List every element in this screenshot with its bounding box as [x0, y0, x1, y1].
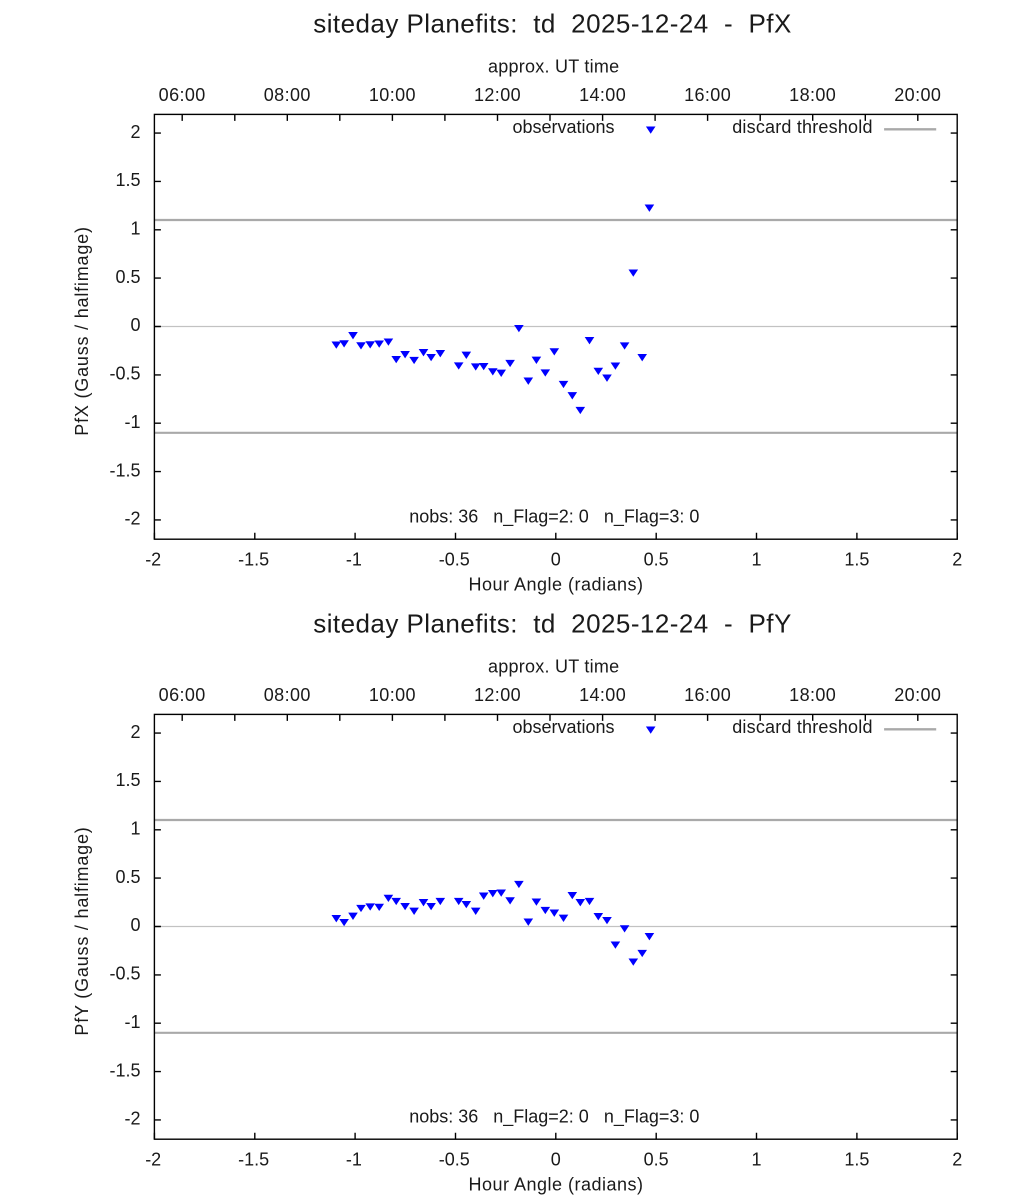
svg-text:1: 1: [130, 819, 140, 839]
svg-text:-1.5: -1.5: [238, 550, 269, 570]
svg-text:0: 0: [130, 915, 140, 935]
svg-text:1.5: 1.5: [844, 1150, 869, 1170]
svg-text:nobs: 36 n_Flag=2: 0 n_Fla: nobs: 36 n_Flag=2: 0 n_Flag=3: 0: [409, 507, 699, 528]
svg-text:0.5: 0.5: [115, 867, 140, 887]
svg-text:18:00: 18:00: [789, 85, 836, 105]
svg-text:nobs: 36 n_Flag=2: 0 n_Fla: nobs: 36 n_Flag=2: 0 n_Flag=3: 0: [409, 1107, 699, 1128]
svg-text:14:00: 14:00: [579, 685, 626, 705]
svg-text:PfY (Gauss / halfimage): PfY (Gauss / halfimage): [72, 826, 92, 1035]
svg-text:12:00: 12:00: [474, 685, 521, 705]
svg-text:discard threshold: discard threshold: [732, 117, 872, 137]
svg-text:-2: -2: [124, 1109, 140, 1129]
svg-text:Hour Angle (radians): Hour Angle (radians): [468, 574, 643, 594]
svg-text:06:00: 06:00: [159, 85, 206, 105]
svg-text:-2: -2: [145, 1150, 161, 1170]
svg-text:08:00: 08:00: [264, 85, 311, 105]
svg-text:siteday Planefits: td 2025-1: siteday Planefits: td 2025-12-24 - PfX: [313, 8, 791, 38]
svg-text:1: 1: [751, 550, 761, 570]
svg-text:-1: -1: [124, 1012, 140, 1032]
svg-text:-1: -1: [346, 1150, 362, 1170]
svg-text:-1.5: -1.5: [109, 460, 140, 480]
svg-text:1.5: 1.5: [115, 770, 140, 790]
svg-text:20:00: 20:00: [894, 685, 941, 705]
svg-text:12:00: 12:00: [474, 85, 521, 105]
svg-text:2: 2: [130, 122, 140, 142]
svg-text:-1.5: -1.5: [109, 1060, 140, 1080]
svg-text:0: 0: [130, 315, 140, 335]
svg-text:observations: observations: [512, 117, 614, 137]
svg-text:-0.5: -0.5: [439, 1150, 470, 1170]
svg-text:-0.5: -0.5: [109, 364, 140, 384]
svg-text:1: 1: [751, 1150, 761, 1170]
svg-text:2: 2: [130, 722, 140, 742]
svg-text:discard threshold: discard threshold: [732, 717, 872, 737]
svg-text:0.5: 0.5: [644, 550, 669, 570]
svg-text:approx. UT time: approx. UT time: [488, 56, 619, 76]
svg-text:approx. UT time: approx. UT time: [488, 656, 619, 676]
svg-text:PfX (Gauss / halfimage): PfX (Gauss / halfimage): [72, 226, 92, 435]
svg-text:2: 2: [952, 550, 962, 570]
svg-text:18:00: 18:00: [789, 685, 836, 705]
svg-text:16:00: 16:00: [684, 85, 731, 105]
svg-text:0.5: 0.5: [644, 1150, 669, 1170]
svg-text:Hour Angle (radians): Hour Angle (radians): [468, 1174, 643, 1194]
svg-text:1: 1: [130, 219, 140, 239]
svg-text:20:00: 20:00: [894, 85, 941, 105]
svg-text:0.5: 0.5: [115, 267, 140, 287]
svg-text:2: 2: [952, 1150, 962, 1170]
svg-text:-2: -2: [124, 509, 140, 529]
svg-text:-0.5: -0.5: [439, 550, 470, 570]
svg-text:08:00: 08:00: [264, 685, 311, 705]
svg-text:1.5: 1.5: [844, 550, 869, 570]
svg-text:16:00: 16:00: [684, 685, 731, 705]
svg-text:-1: -1: [124, 412, 140, 432]
svg-text:-2: -2: [145, 550, 161, 570]
svg-text:-0.5: -0.5: [109, 964, 140, 984]
svg-text:10:00: 10:00: [369, 85, 416, 105]
svg-text:-1: -1: [346, 550, 362, 570]
svg-text:1.5: 1.5: [115, 170, 140, 190]
svg-text:0: 0: [551, 550, 561, 570]
svg-text:-1.5: -1.5: [238, 1150, 269, 1170]
svg-text:siteday Planefits: td 2025-1: siteday Planefits: td 2025-12-24 - PfY: [313, 608, 791, 638]
svg-text:06:00: 06:00: [159, 685, 206, 705]
svg-text:10:00: 10:00: [369, 685, 416, 705]
svg-text:observations: observations: [512, 717, 614, 737]
svg-text:14:00: 14:00: [579, 85, 626, 105]
svg-text:0: 0: [551, 1150, 561, 1170]
